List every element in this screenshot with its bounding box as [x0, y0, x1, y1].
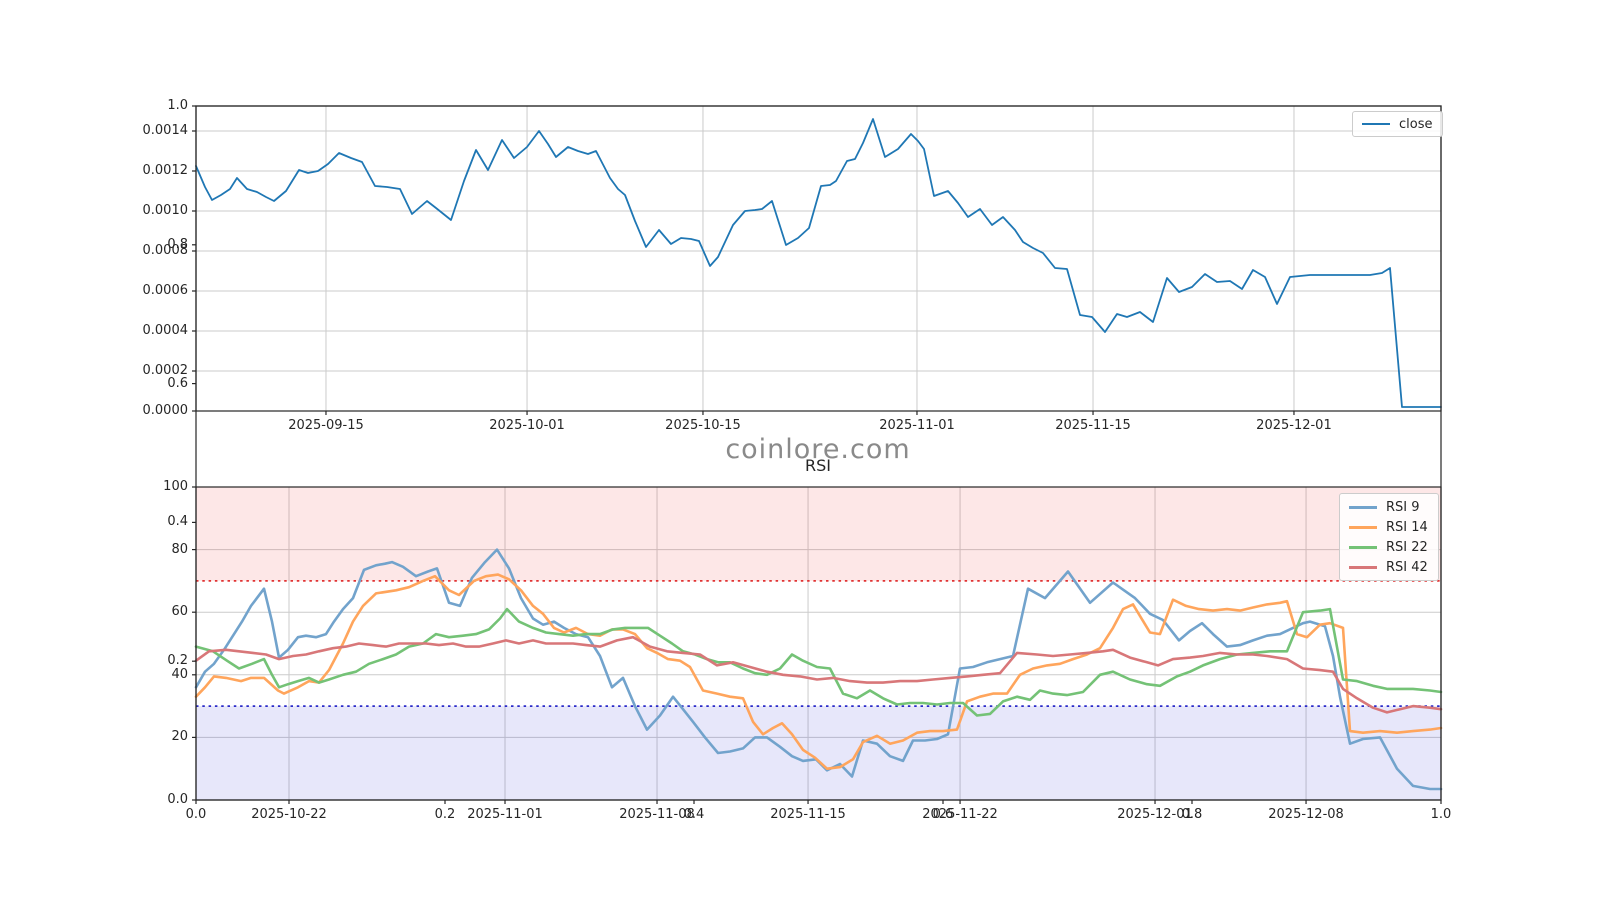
rsi-22-line-swatch — [1349, 545, 1377, 549]
figure-x-tick-0.0: 0.0 — [185, 807, 207, 822]
rsi-legend: RSI 9 RSI 14 RSI 22 RSI 42 — [1339, 493, 1439, 581]
overbought-zone — [196, 487, 1441, 581]
y-tick-0.0010: 0.0010 — [142, 203, 189, 218]
rsi-14-line-swatch — [1349, 525, 1377, 529]
rsi-14-legend-label: RSI 14 — [1386, 519, 1428, 535]
series-rsi-42 — [194, 635, 1443, 714]
rsi-9-line-swatch — [1349, 505, 1377, 509]
y-tick-0.0014: 0.0014 — [142, 123, 189, 138]
series-rsi-22 — [194, 607, 1443, 717]
x-tick-2025-11-15: 2025-11-15 — [770, 807, 846, 822]
x-tick-2025-11-15: 2025-11-15 — [1055, 418, 1131, 433]
figure-y-tick-0.8: 0.8 — [167, 236, 188, 252]
rsi-42-legend-label: RSI 42 — [1386, 559, 1428, 575]
y-tick-0.0006: 0.0006 — [142, 283, 189, 298]
x-tick-2025-11-01: 2025-11-01 — [467, 807, 543, 822]
close-line-swatch — [1362, 123, 1390, 125]
legend-item-rsi-42: RSI 42 — [1340, 557, 1438, 577]
y-tick-60: 60 — [171, 604, 188, 620]
legend-item-close: close — [1353, 112, 1442, 136]
y-tick-40: 40 — [171, 666, 188, 682]
figure-x-tick-0.4: 0.4 — [683, 807, 705, 822]
figure-x-tick-0.2: 0.2 — [434, 807, 456, 822]
series-rsi-9 — [194, 548, 1443, 791]
x-tick-2025-11-22: 2025-11-22 — [922, 807, 998, 822]
rsi-9-legend-label: RSI 9 — [1386, 499, 1420, 515]
x-tick-2025-11-08: 2025-11-08 — [619, 807, 695, 822]
x-tick-2025-10-01: 2025-10-01 — [489, 418, 565, 433]
y-tick-0.0002: 0.0002 — [142, 363, 189, 378]
y-tick-0.0004: 0.0004 — [142, 323, 189, 338]
figure-y-tick-0.4: 0.4 — [167, 514, 188, 530]
price-legend: close — [1352, 111, 1444, 137]
legend-item-rsi-9: RSI 9 — [1340, 497, 1438, 517]
y-tick-80: 80 — [171, 541, 188, 557]
watermark: coinlore.com — [725, 434, 911, 465]
y-tick-20: 20 — [171, 729, 188, 745]
figure-x-tick-0.6: 0.6 — [932, 807, 954, 822]
rsi-panel-title: RSI — [805, 456, 831, 475]
figure-x-tick-0.8: 0.8 — [1181, 807, 1203, 822]
figure-y-tick-1.0: 1.0 — [167, 98, 188, 113]
x-tick-2025-12-08: 2025-12-08 — [1268, 807, 1344, 822]
legend-item-rsi-22: RSI 22 — [1340, 537, 1438, 557]
x-tick-2025-12-01: 2025-12-01 — [1117, 807, 1193, 822]
figure-y-tick-0.2: 0.2 — [167, 653, 188, 669]
y-tick-0.0000: 0.0000 — [142, 403, 189, 418]
rsi-42-line-swatch — [1349, 565, 1377, 569]
series-close — [195, 118, 1442, 408]
close-legend-label: close — [1399, 116, 1433, 132]
figure-y-tick-0.0: 0.0 — [167, 792, 188, 807]
y-tick-0.0012: 0.0012 — [142, 163, 189, 178]
y-tick-100: 100 — [163, 479, 188, 494]
figure-y-tick-0.6: 0.6 — [167, 375, 188, 391]
x-tick-2025-12-01: 2025-12-01 — [1256, 418, 1332, 433]
x-tick-2025-10-15: 2025-10-15 — [665, 418, 741, 433]
y-tick-0.0008: 0.0008 — [142, 243, 189, 258]
x-tick-2025-10-22: 2025-10-22 — [251, 807, 327, 822]
x-tick-2025-09-15: 2025-09-15 — [288, 418, 364, 433]
legend-item-rsi-14: RSI 14 — [1340, 517, 1438, 537]
rsi-22-legend-label: RSI 22 — [1386, 539, 1428, 555]
oversold-zone — [196, 706, 1441, 800]
figure-x-tick-1.0: 1.0 — [1430, 807, 1452, 822]
x-tick-2025-11-01: 2025-11-01 — [879, 418, 955, 433]
series-rsi-14 — [194, 573, 1443, 771]
